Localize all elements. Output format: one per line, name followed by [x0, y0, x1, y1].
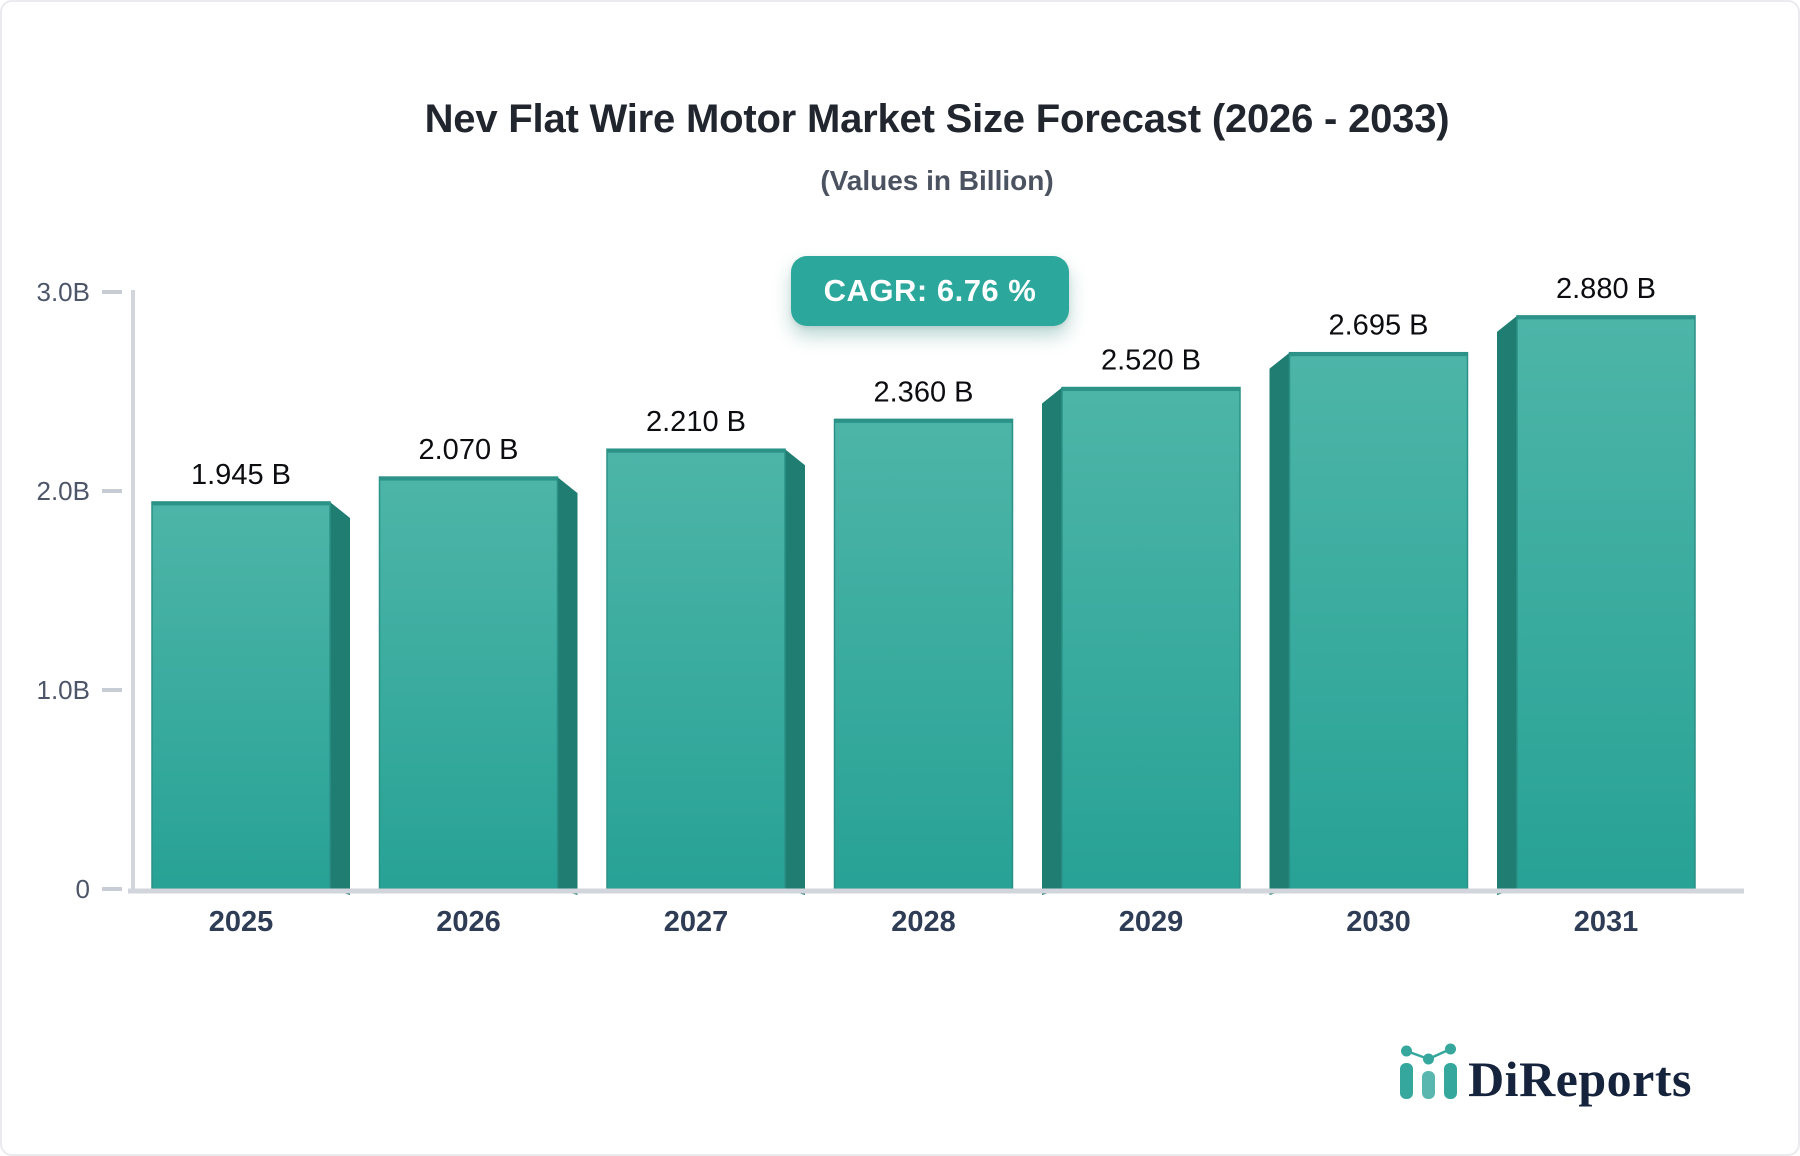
y-axis-label: 3.0B	[37, 277, 91, 307]
bar-value-label: 2.520 B	[1101, 345, 1201, 377]
bar-top-edge	[379, 477, 558, 481]
bar-value-label: 2.210 B	[646, 406, 746, 438]
brand-logo: DiReports	[1398, 1043, 1692, 1104]
bar-top-edge	[1517, 315, 1695, 320]
brand-name: DiReports	[1468, 1051, 1692, 1107]
cagr-badge: CAGR: 6.76 %	[791, 256, 1069, 326]
bar	[833, 418, 1014, 890]
bar-side-face	[785, 449, 805, 895]
bar	[378, 476, 559, 890]
bar	[1061, 386, 1241, 890]
bar-side-face	[1042, 387, 1062, 895]
bar-top-edge	[152, 501, 330, 506]
x-axis-category-label: 2030	[1346, 906, 1411, 938]
x-axis-category-label: 2027	[664, 906, 729, 938]
bar	[606, 448, 786, 890]
bar-top-edge	[607, 449, 785, 453]
bar-value-label: 2.880 B	[1556, 273, 1656, 305]
bar-value-label: 1.945 B	[191, 459, 291, 491]
bar-side-face	[1269, 352, 1290, 895]
y-axis-label: 0	[76, 874, 90, 904]
y-axis-label: 2.0B	[37, 476, 91, 506]
bar	[151, 501, 331, 890]
x-axis-category-label: 2031	[1574, 906, 1639, 938]
bar-value-label: 2.695 B	[1329, 310, 1429, 342]
bar	[1516, 315, 1696, 890]
x-axis-category-label: 2029	[1119, 906, 1184, 938]
bar	[1288, 351, 1469, 890]
bar-value-label: 2.070 B	[419, 434, 519, 466]
bar-side-face	[1497, 315, 1517, 895]
bar-top-edge	[1289, 352, 1468, 357]
x-axis-category-label: 2028	[891, 906, 956, 938]
bar-side-face	[557, 477, 578, 895]
x-axis-category-label: 2026	[436, 906, 501, 938]
bar-value-label: 2.360 B	[874, 376, 974, 408]
x-axis-category-label: 2025	[209, 906, 274, 938]
bar-top-edge	[834, 419, 1013, 423]
bar-chart-logo-icon	[1398, 1043, 1460, 1104]
bar-side-face	[330, 501, 350, 895]
y-axis-label: 1.0B	[37, 675, 91, 705]
bar-top-edge	[1062, 387, 1240, 392]
